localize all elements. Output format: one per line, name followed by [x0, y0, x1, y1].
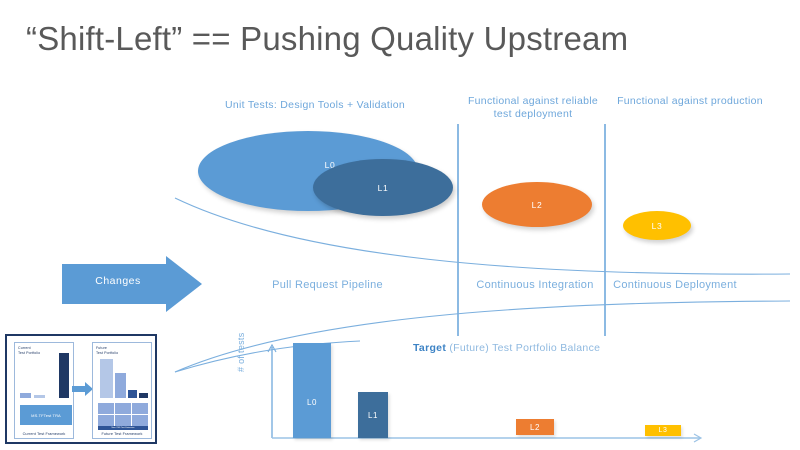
bubble-l2-label: L2: [531, 199, 543, 210]
bubble-l1-label: L1: [377, 182, 389, 193]
thumbnail-future-bar-l0: [100, 359, 113, 398]
thumbnail-current-title: Current Test Portfolio: [18, 346, 40, 355]
column-header-functional-reliable: Functional against reliable test deploym…: [467, 95, 599, 120]
slide-thumbnail-inner: Current Test Portfolio MS.TFTest TRA Cur…: [10, 339, 152, 439]
slide-thumbnail[interactable]: Current Test Portfolio MS.TFTest TRA Cur…: [5, 334, 157, 444]
thumbnail-future-title-l1: Future: [96, 346, 107, 350]
thumbnail-grid-cell: [98, 403, 115, 414]
thumbnail-future-panel: Future Test Portfolio New VSS Test Exten…: [92, 342, 152, 439]
thumbnail-future-title-l2: Test Portfolio: [96, 350, 119, 355]
thumbnail-grid-cell: [98, 414, 115, 426]
chart-bar-l0-label: L0: [306, 398, 318, 407]
thumbnail-grid-cell: [131, 414, 148, 426]
thumbnail-future-bar-l2: [128, 390, 137, 398]
thumbnail-grid-cell: [114, 403, 132, 414]
chart-y-axis-label: # of tests: [236, 332, 246, 372]
thumbnail-future-title: Future Test Portfolio: [96, 346, 118, 355]
thumbnail-current-framework-box: MS.TFTest TRA: [20, 405, 72, 425]
chart-title: Target (Future) Test Portfolio Balance: [413, 342, 600, 354]
thumbnail-future-grid-footer: New VSS Test Extension: [98, 426, 148, 430]
chart-bar-l1-label: L1: [367, 410, 379, 420]
bubble-l1[interactable]: L1: [313, 159, 453, 216]
stage-label-pull-request-pipeline: Pull Request Pipeline: [272, 279, 383, 291]
bubble-l2[interactable]: L2: [482, 182, 592, 227]
bubble-l0-label: L0: [324, 160, 336, 170]
chart-bar-l1[interactable]: L1: [358, 392, 388, 438]
thumbnail-future-footer: Future Test Framework: [101, 432, 143, 436]
changes-arrow-shape: [62, 256, 202, 312]
thumbnail-grid-cell: [114, 414, 132, 426]
column-header-unit-tests: Unit Tests: Design Tools + Validation: [224, 99, 406, 111]
thumbnail-current-framework-label: MS.TFTest TRA: [31, 412, 61, 418]
thumbnail-future-bar-l1: [115, 373, 126, 398]
chart-title-rest: (Future) Test Portfolio Balance: [446, 342, 601, 354]
chart-bar-l3[interactable]: L3: [645, 425, 681, 436]
chart-title-bold: Target: [413, 342, 447, 354]
thumbnail-current-footer: Current Test Framework: [22, 432, 66, 436]
thumbnail-current-title-l1: Current: [18, 346, 31, 350]
bubble-l3[interactable]: L3: [623, 211, 691, 240]
chart-y-axis-arrow: [268, 345, 276, 352]
column-header-functional-production: Functional against production: [617, 95, 763, 107]
chart-bar-l3-label: L3: [658, 427, 668, 434]
changes-arrow-label: Changes: [95, 275, 141, 287]
thumbnail-grid-cell: [131, 403, 148, 414]
thumbnail-future-grid: [98, 403, 148, 426]
chart-bar-l2-label: L2: [529, 422, 541, 432]
swoosh-lower: [175, 301, 790, 372]
thumbnail-current-chip-l0: [20, 393, 31, 398]
swoosh-upper: [175, 198, 790, 274]
thumbnail-current-title-l2: Test Portfolio: [18, 350, 41, 355]
thumbnail-arrow-icon: [72, 382, 93, 396]
thumbnail-current-panel: Current Test Portfolio MS.TFTest TRA Cur…: [14, 342, 74, 439]
page-title: “Shift-Left” == Pushing Quality Upstream: [26, 20, 629, 57]
bubble-l3-label: L3: [651, 220, 663, 231]
chart-bar-l2[interactable]: L2: [516, 419, 554, 435]
thumbnail-current-chip-l1: [34, 395, 45, 398]
thumbnail-future-bar-l3: [139, 393, 148, 398]
thumbnail-current-bar-l2: [59, 353, 69, 398]
swoosh-bottom: [175, 341, 360, 372]
stage-label-continuous-integration: Continuous Integration: [476, 279, 594, 291]
chart-x-axis-arrow: [694, 434, 701, 442]
chart-bar-l0[interactable]: L0: [293, 343, 331, 438]
stage-label-continuous-deployment: Continuous Deployment: [613, 279, 737, 291]
